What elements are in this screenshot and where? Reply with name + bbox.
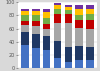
Bar [64,10,72,14]
Bar [76,9,83,15]
Bar [64,47,72,62]
Bar [54,23,62,41]
Bar [32,11,40,15]
Bar [76,28,83,46]
Bar [21,21,28,25]
Bar [76,5,83,9]
Bar [64,62,72,68]
Bar [32,21,40,26]
Bar [43,18,50,24]
Bar [86,60,94,68]
Bar [54,3,62,5]
Bar [86,9,94,14]
Bar [21,15,28,21]
Bar [64,14,72,23]
Bar [76,15,83,20]
Bar [43,24,50,29]
Bar [64,23,72,47]
Bar [54,9,62,14]
Bar [43,50,50,68]
Bar [32,15,40,21]
Bar [86,20,94,29]
Bar [43,9,50,12]
Bar [32,34,40,48]
Bar [43,36,50,50]
Bar [32,48,40,68]
Bar [21,11,28,15]
Bar [21,32,28,45]
Bar [21,45,28,68]
Bar [21,9,28,11]
Bar [86,47,94,60]
Bar [86,5,94,9]
Bar [76,20,83,28]
Bar [54,5,62,9]
Bar [64,7,72,10]
Bar [21,25,28,32]
Bar [76,60,83,68]
Bar [64,5,72,7]
Bar [32,9,40,11]
Bar [54,41,62,58]
Bar [86,29,94,47]
Bar [86,14,94,20]
Bar [54,14,62,23]
Bar [43,12,50,18]
Bar [32,26,40,34]
Bar [76,46,83,60]
Bar [43,29,50,36]
Bar [54,58,62,68]
